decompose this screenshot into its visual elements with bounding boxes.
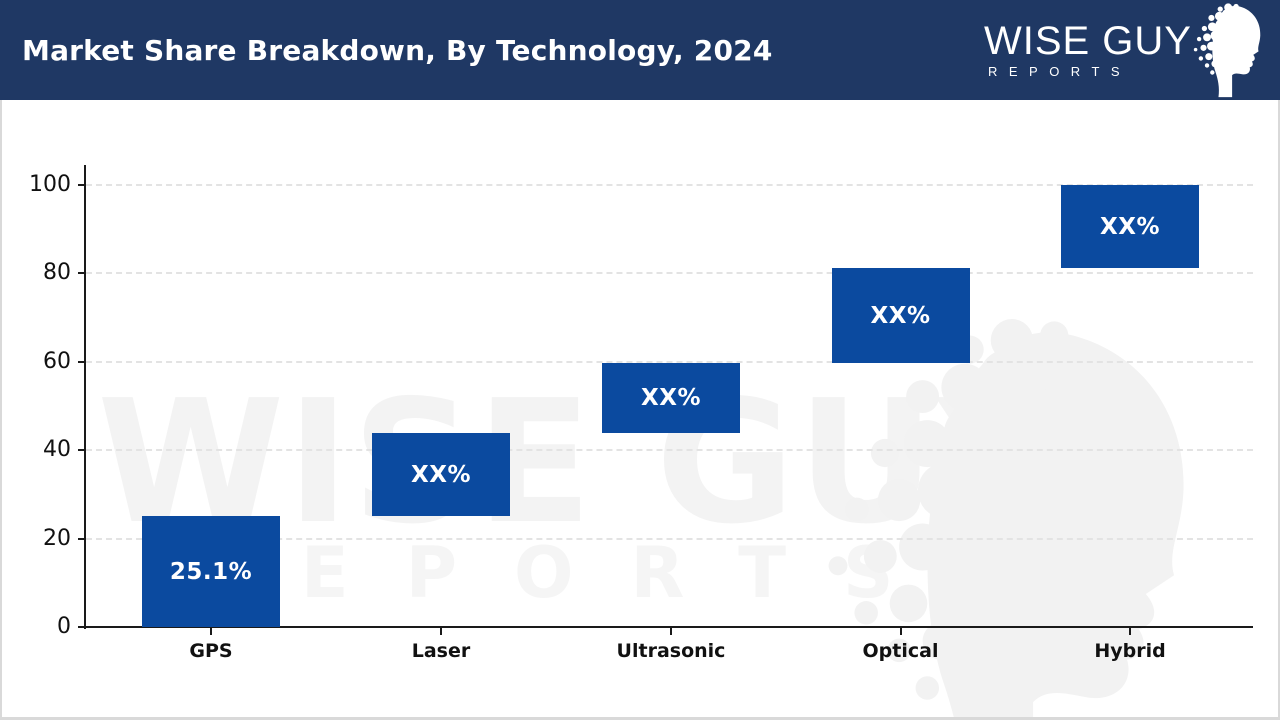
bar-value-label: XX% <box>870 302 931 329</box>
bar-ultrasonic: XX% <box>602 363 740 433</box>
bar-optical: XX% <box>831 268 970 364</box>
brand-name: WISE GUY <box>983 19 1192 63</box>
x-tick-label-gps: GPS <box>189 640 233 662</box>
y-tick-100 <box>78 184 85 186</box>
bar-value-label: 25.1% <box>169 558 253 585</box>
x-tick-label-optical: Optical <box>862 640 939 662</box>
gridline-60 <box>86 360 1253 363</box>
gridline-20 <box>86 537 1253 540</box>
x-tick-optical <box>899 628 902 635</box>
y-axis-line <box>84 165 86 629</box>
gridline-40 <box>86 449 1253 452</box>
y-tick-label-0: 0 <box>57 614 71 639</box>
y-tick-0 <box>78 626 85 628</box>
bar-value-label: XX% <box>1099 213 1160 240</box>
y-tick-80 <box>78 272 85 275</box>
x-tick-label-laser: Laser <box>411 640 471 662</box>
x-tick-laser <box>440 628 442 635</box>
brand-logo: WISE GUY REPORTS <box>984 2 1280 99</box>
bar-value-label: XX% <box>640 385 701 412</box>
y-tick-label-60: 60 <box>43 348 71 374</box>
x-tick-hybrid <box>1129 628 1131 635</box>
header-bar: Market Share Breakdown, By Technology, 2… <box>0 0 1280 100</box>
x-tick-label-ultrasonic: Ultrasonic <box>616 640 726 662</box>
y-tick-40 <box>78 449 85 452</box>
gridline-100 <box>86 184 1253 186</box>
bar-gps: 25.1% <box>142 516 280 627</box>
brand-subtitle: REPORTS <box>987 64 1132 79</box>
page-title: Market Share Breakdown, By Technology, 2… <box>22 33 773 67</box>
y-tick-label-80: 80 <box>43 260 71 286</box>
gridline-80 <box>86 272 1253 275</box>
y-tick-60 <box>78 360 85 363</box>
y-tick-label-20: 20 <box>43 525 71 551</box>
y-tick-label-100: 100 <box>29 172 71 197</box>
bar-hybrid: XX% <box>1061 185 1199 269</box>
x-tick-gps <box>210 628 212 635</box>
bar-laser: XX% <box>372 432 510 517</box>
x-axis-line <box>84 626 1253 628</box>
y-tick-20 <box>78 537 85 540</box>
x-tick-label-hybrid: Hybrid <box>1094 640 1166 662</box>
brand-logo-text: WISE GUY REPORTS <box>984 21 1192 79</box>
y-tick-label-40: 40 <box>43 437 71 463</box>
x-tick-ultrasonic <box>670 628 672 635</box>
bar-value-label: XX% <box>410 461 471 488</box>
